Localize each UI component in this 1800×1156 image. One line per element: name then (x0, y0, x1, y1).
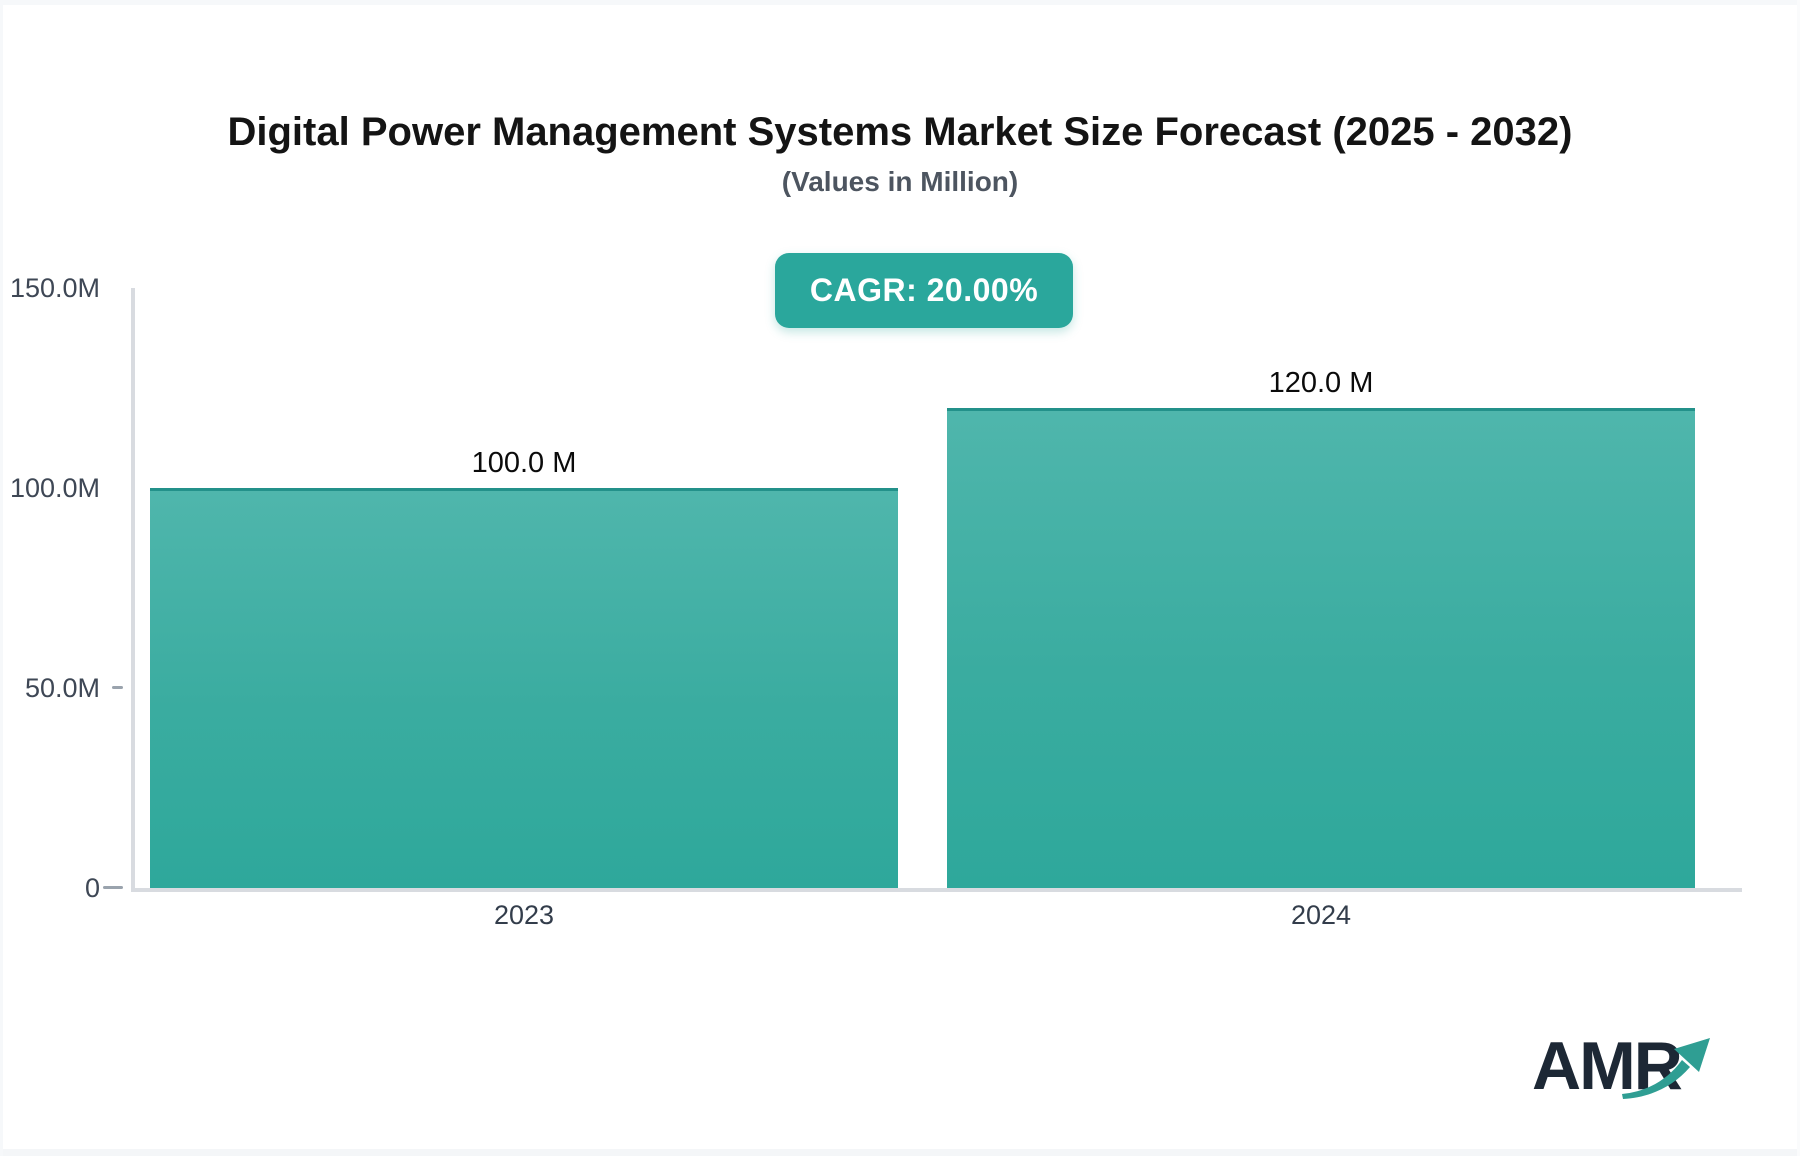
y-tick-mark (103, 886, 123, 889)
y-tick-mark (112, 686, 123, 689)
x-tick-label: 2023 (493, 900, 555, 930)
bar-value-label: 120.0 M (1268, 367, 1374, 399)
y-tick-label: 50.0M (24, 673, 100, 703)
chart-subtitle: (Values in Million) (781, 166, 1019, 197)
page-edge-top (0, 0, 1800, 5)
page-edge-left (0, 0, 3, 1156)
bar-2024[interactable] (947, 408, 1695, 888)
page-edge-right (1797, 0, 1800, 1156)
cagr-badge-label: CAGR: 20.00% (809, 272, 1039, 308)
bar-2023[interactable] (150, 488, 898, 888)
bar-value-label: 100.0 M (471, 447, 577, 479)
growth-arrow-icon (1622, 1038, 1710, 1099)
amr-logo: AMR (1532, 1026, 1742, 1116)
chart-title: Digital Power Management Systems Market … (227, 110, 1573, 154)
x-tick-label: 2024 (1290, 900, 1352, 930)
page-edge-bottom (0, 1149, 1800, 1156)
amr-logo-text: AMR (1532, 1028, 1683, 1104)
y-tick-label: 150.0M (9, 273, 100, 303)
cagr-badge: CAGR: 20.00% (775, 253, 1073, 328)
y-tick-label: 100.0M (9, 473, 100, 503)
plot-area: 100.0 M 120.0 M (131, 288, 1742, 892)
y-tick-label: 0 (84, 873, 100, 903)
